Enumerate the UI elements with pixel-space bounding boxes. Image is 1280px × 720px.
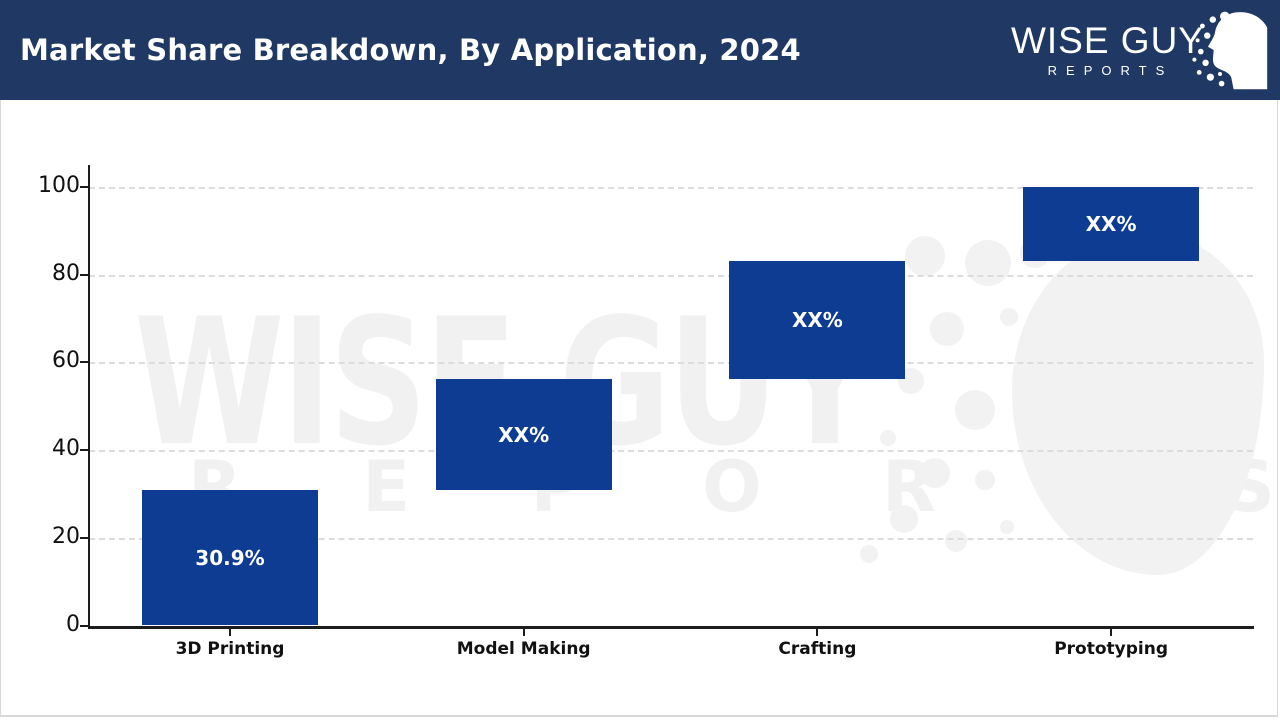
- gridline-40: [89, 450, 1253, 453]
- brand-subtitle: REPORTS: [1047, 63, 1174, 78]
- bar-segment-3d-printing: 30.9%: [142, 489, 318, 626]
- watermark-dot: [890, 505, 918, 533]
- page-border-bottom: [0, 715, 1278, 717]
- watermark-dot: [965, 240, 1011, 286]
- gridline-20: [89, 537, 1253, 540]
- watermark-dot: [920, 458, 950, 488]
- gridline-60: [89, 362, 1253, 365]
- watermark-dot: [975, 470, 995, 490]
- watermark-dot: [1000, 520, 1014, 534]
- x-tick-mark: [1110, 629, 1113, 636]
- y-tick-mark-80: [80, 273, 88, 276]
- brand-name: WISE GUY: [1010, 20, 1204, 61]
- bar-value-label: XX%: [791, 307, 843, 332]
- logo-face-icon: [1192, 11, 1268, 90]
- x-axis-label-crafting: Crafting: [778, 639, 857, 659]
- watermark-reports-text: R E P O R T S: [188, 446, 1280, 528]
- y-tick-label-80: 80: [52, 260, 80, 286]
- watermark-dot: [1000, 308, 1018, 326]
- watermark-dot: [860, 545, 878, 563]
- x-axis-label-3d-printing: 3D Printing: [175, 639, 285, 659]
- y-tick-label-60: 60: [52, 348, 80, 374]
- y-tick-mark-20: [80, 536, 88, 539]
- x-axis-label-prototyping: Prototyping: [1054, 639, 1168, 659]
- watermark-dot: [955, 390, 995, 430]
- bar-value-label: XX%: [1085, 211, 1137, 236]
- watermark-dot: [880, 430, 896, 446]
- x-axis-line: [88, 626, 1254, 629]
- y-tick-label-100: 100: [38, 172, 80, 198]
- bar-segment-model-making: XX%: [435, 379, 612, 490]
- bar-value-label: 30.9%: [195, 545, 265, 570]
- y-tick-label-20: 20: [52, 523, 80, 549]
- y-tick-mark-0: [80, 624, 88, 627]
- y-tick-label-40: 40: [52, 436, 80, 462]
- brand-logo-text: WISE GUY REPORTS: [1011, 22, 1204, 78]
- page-border-left: [0, 100, 1, 717]
- y-tick-label-0: 0: [66, 611, 80, 637]
- chart-title: Market Share Breakdown, By Application, …: [20, 33, 801, 67]
- x-axis-label-model-making: Model Making: [456, 639, 591, 659]
- watermark-dot: [930, 312, 964, 346]
- y-tick-mark-100: [80, 185, 88, 188]
- page-border-right: [1277, 100, 1278, 717]
- x-tick-mark: [816, 629, 819, 636]
- header-bar: [0, 0, 1280, 100]
- watermark-dot: [945, 530, 967, 552]
- y-tick-mark-60: [80, 361, 88, 364]
- gridline-100: [89, 186, 1253, 189]
- bar-segment-crafting: XX%: [729, 260, 906, 380]
- gridline-80: [89, 274, 1253, 277]
- bar-value-label: XX%: [498, 422, 550, 447]
- bar-segment-prototyping: XX%: [1023, 186, 1200, 261]
- y-axis-line: [88, 165, 90, 629]
- brand-logo: WISE GUY REPORTS: [1011, 10, 1268, 90]
- x-tick-mark: [229, 629, 231, 636]
- y-tick-mark-40: [80, 449, 88, 452]
- x-tick-mark: [522, 629, 525, 636]
- watermark-dot: [905, 236, 945, 276]
- watermark-face-shape: [1012, 233, 1264, 575]
